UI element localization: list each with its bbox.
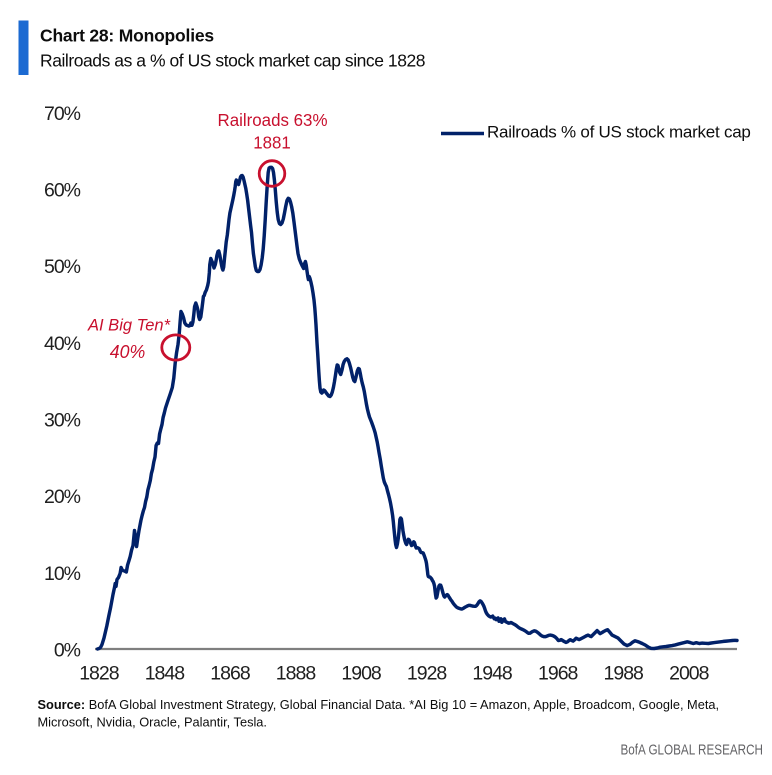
- svg-text:0%: 0%: [54, 640, 81, 662]
- svg-text:Chart 28: Monopolies: Chart 28: Monopolies: [40, 26, 214, 46]
- svg-text:BofA GLOBAL RESEARCH: BofA GLOBAL RESEARCH: [621, 742, 764, 759]
- svg-text:1868: 1868: [210, 663, 250, 685]
- svg-text:1908: 1908: [341, 663, 381, 685]
- svg-text:30%: 30%: [44, 410, 81, 432]
- svg-text:1988: 1988: [604, 663, 644, 685]
- svg-text:40%: 40%: [44, 333, 81, 355]
- svg-text:10%: 10%: [44, 563, 81, 585]
- svg-text:2008: 2008: [669, 663, 709, 685]
- svg-text:AI Big Ten*: AI Big Ten*: [87, 317, 171, 335]
- svg-text:1828: 1828: [79, 663, 119, 685]
- svg-text:1881: 1881: [253, 133, 291, 153]
- svg-text:70%: 70%: [44, 103, 81, 125]
- svg-text:50%: 50%: [44, 256, 81, 278]
- svg-text:1948: 1948: [472, 663, 512, 685]
- svg-text:Microsoft, Nvidia, Oracle, Pal: Microsoft, Nvidia, Oracle, Palantir, Tes…: [38, 715, 267, 730]
- svg-text:Railroads as a % of US stock m: Railroads as a % of US stock market cap …: [40, 51, 425, 71]
- svg-text:Source: BofA Global Investment: Source: BofA Global Investment Strategy,…: [38, 697, 720, 712]
- svg-text:60%: 60%: [44, 180, 81, 202]
- svg-text:40%: 40%: [110, 342, 146, 362]
- svg-text:Railroads 63%: Railroads 63%: [218, 110, 328, 130]
- svg-text:20%: 20%: [44, 486, 81, 508]
- svg-text:Railroads % of US stock market: Railroads % of US stock market cap: [487, 123, 751, 142]
- svg-text:1968: 1968: [538, 663, 578, 685]
- svg-text:1928: 1928: [407, 663, 447, 685]
- svg-text:1848: 1848: [145, 663, 185, 685]
- svg-text:1888: 1888: [276, 663, 316, 685]
